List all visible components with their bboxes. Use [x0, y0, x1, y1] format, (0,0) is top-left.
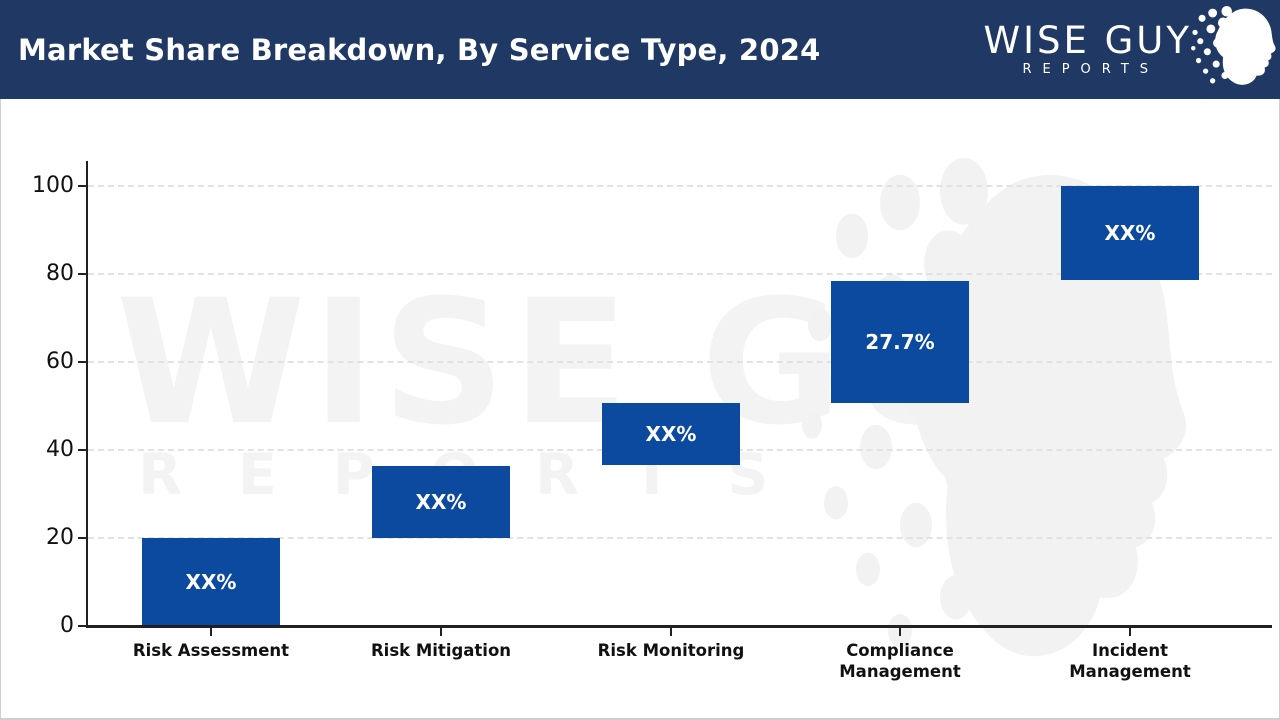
- brand-logo-face-icon: [1191, 6, 1276, 85]
- y-axis-tick-60: [78, 361, 87, 363]
- brand-logo-name: WISE GUY: [983, 19, 1192, 62]
- x-axis-tick-risk-mitigation: [440, 628, 442, 636]
- bar-value-label-risk-monitoring: XX%: [645, 421, 697, 446]
- y-axis-tick-0: [78, 625, 87, 627]
- bar-risk-mitigation: [372, 465, 510, 538]
- brand-logo-subtitle: REPORTS: [1022, 61, 1160, 77]
- gridline-20: [88, 537, 1272, 539]
- gridline-60: [88, 361, 1272, 363]
- x-axis-label-risk-mitigation: Risk Mitigation: [370, 641, 512, 660]
- y-axis-tick-100: [78, 185, 87, 187]
- page-title: Market Share Breakdown, By Service Type,…: [18, 32, 821, 67]
- y-axis-label-100: 100: [32, 173, 74, 198]
- x-axis-tick-risk-assessment: [210, 628, 212, 636]
- bar-risk-assessment: [142, 538, 280, 626]
- y-axis-label-60: 60: [46, 349, 74, 374]
- x-axis-label-incident-management: Incident Management: [1069, 641, 1191, 682]
- y-axis-label-80: 80: [46, 261, 74, 286]
- x-axis-line: [86, 625, 1272, 628]
- y-axis-label-20: 20: [46, 525, 74, 550]
- header-bar: Market Share Breakdown, By Service Type,…: [0, 0, 1280, 99]
- y-axis-label-0: 0: [60, 613, 74, 638]
- bar-value-label-risk-mitigation: XX%: [415, 489, 467, 514]
- gridline-100: [88, 185, 1272, 187]
- y-axis-label-40: 40: [46, 437, 74, 462]
- x-axis-tick-compliance-management: [899, 628, 901, 636]
- y-axis-line: [86, 161, 88, 628]
- x-axis-label-compliance-management: Compliance Management: [839, 641, 961, 682]
- brand-logo: WISE GUY REPORTS: [983, 19, 1192, 77]
- gridline-80: [88, 273, 1272, 275]
- bar-value-label-incident-management: XX%: [1104, 220, 1156, 245]
- x-axis-tick-incident-management: [1129, 628, 1131, 636]
- y-axis-tick-20: [78, 537, 87, 539]
- bar-value-label-compliance-management: 27.7%: [865, 329, 935, 354]
- bar-risk-monitoring: [602, 402, 740, 465]
- x-axis-label-risk-assessment: Risk Assessment: [132, 641, 290, 660]
- y-axis-tick-80: [78, 273, 87, 275]
- x-axis-label-risk-monitoring: Risk Monitoring: [597, 641, 745, 660]
- bar-value-label-risk-assessment: XX%: [185, 570, 237, 594]
- y-axis-tick-40: [78, 449, 87, 451]
- x-axis-tick-risk-monitoring: [670, 628, 672, 636]
